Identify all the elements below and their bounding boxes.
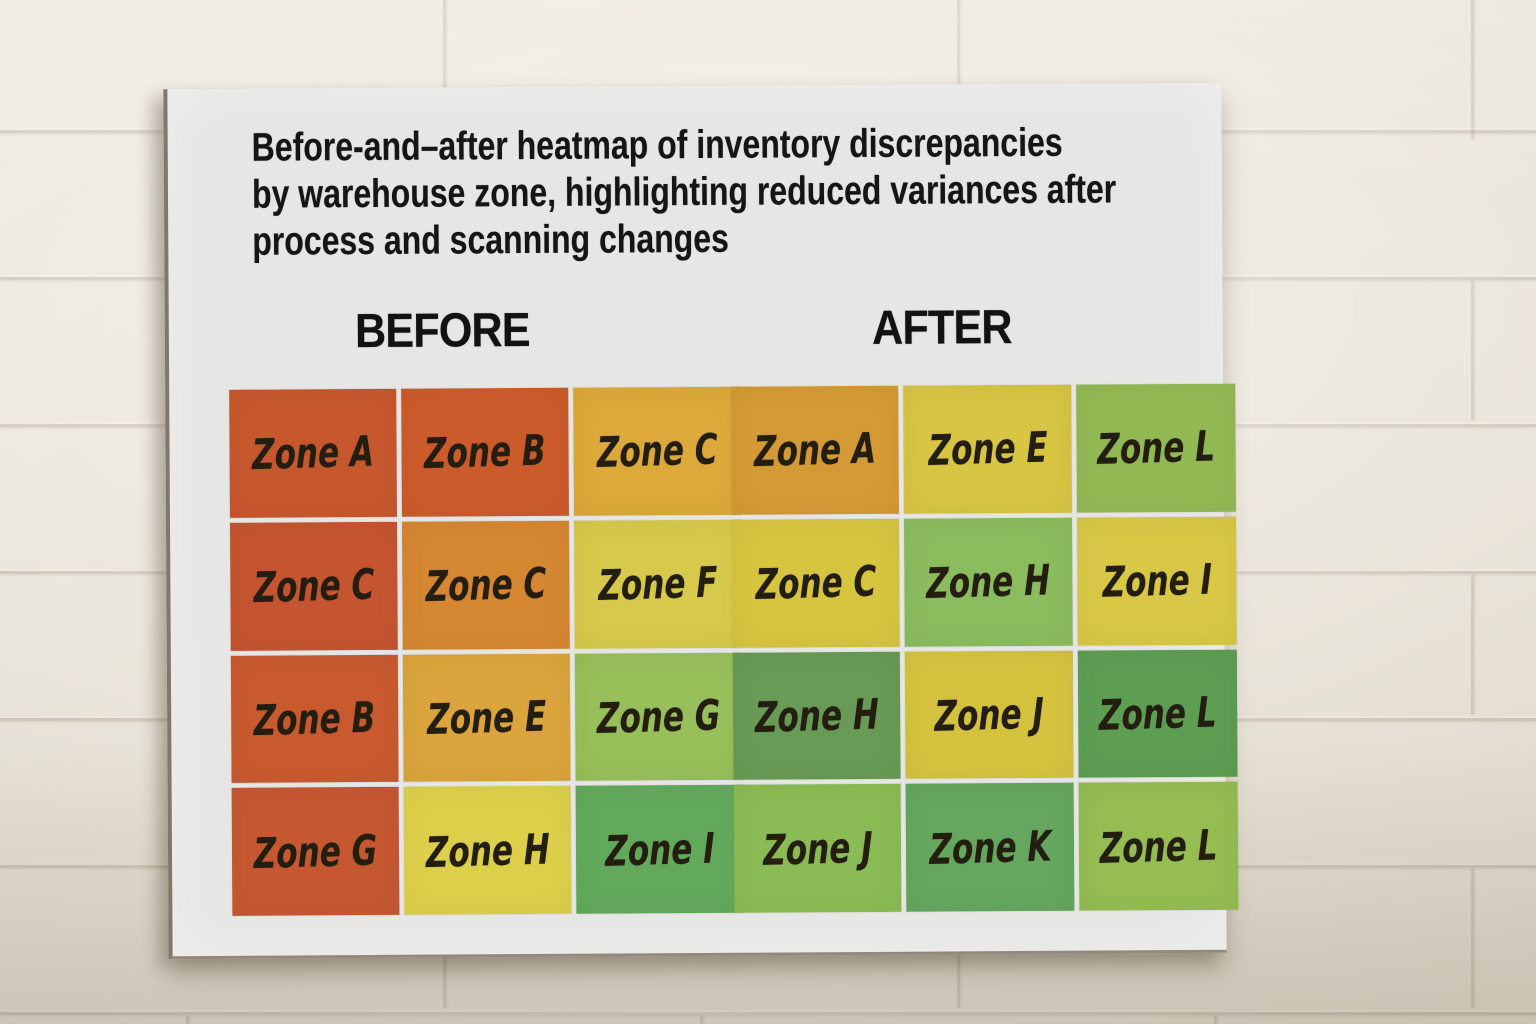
heatmap-cell: Zone C — [573, 386, 742, 516]
zone-label: Zone J — [934, 688, 1045, 741]
after-grid: Zone A Zone E Zone L Zone C Zone H Zone I Zone… — [731, 383, 1239, 913]
heatmap-cell: Zone E — [402, 653, 571, 783]
zone-label: Zone H — [425, 824, 550, 877]
zone-label: Zone C — [596, 424, 719, 478]
before-grid: Zone A Zone B Zone C Zone C Zone C Zone F Zone… — [229, 386, 744, 916]
heatmap-cell: Zone L — [1078, 781, 1239, 911]
zone-label: Zone L — [1096, 421, 1216, 475]
before-section: BEFORE Zone A Zone B Zone C Zone C Zone C Zon… — [227, 86, 744, 956]
mortar-line-vertical — [1214, 1016, 1217, 1024]
heatmap-cell: Zone C — [731, 518, 901, 648]
mortar-line-vertical — [957, 0, 960, 139]
zone-label: Zone C — [755, 556, 877, 610]
heatmap-cell: Zone H — [732, 651, 902, 781]
zone-label: Zone G — [253, 825, 378, 878]
heatmap-cell: Zone A — [229, 388, 397, 518]
mortar-line-vertical — [1471, 575, 1474, 714]
zone-label: Zone G — [596, 690, 722, 743]
heatmap-cell: Zone K — [906, 782, 1075, 912]
zone-label: Zone B — [253, 692, 376, 746]
heatmap-cell: Zone G — [231, 787, 400, 916]
after-section: AFTER Zone A Zone E Zone L Zone C Zone H Zone… — [729, 83, 1239, 953]
zone-label: Zone L — [1099, 820, 1218, 873]
heatmap-cell: Zone H — [403, 786, 572, 915]
zone-label: Zone C — [252, 559, 375, 613]
mortar-line-vertical — [1471, 869, 1474, 1008]
mortar-line-vertical — [186, 1016, 189, 1024]
heatmap-cell: Zone L — [1076, 383, 1236, 513]
mortar-line-vertical — [1471, 0, 1474, 139]
zone-label: Zone A — [251, 426, 375, 480]
heatmap-cell: Zone F — [574, 519, 742, 649]
zone-label: Zone K — [928, 821, 1052, 874]
zone-label: Zone H — [926, 555, 1051, 609]
mortar-line-horizontal — [0, 1012, 1536, 1015]
heatmap-cell: Zone B — [400, 387, 570, 517]
mortar-line-vertical — [1471, 281, 1474, 420]
heatmap-cell: Zone G — [575, 652, 743, 781]
zone-label: Zone F — [598, 557, 719, 611]
zone-label: Zone E — [927, 422, 1048, 476]
zone-label: Zone A — [753, 423, 877, 477]
heatmap-cell: Zone C — [401, 520, 571, 650]
heatmap-cell: Zone B — [230, 654, 399, 784]
heatmap-cell: Zone I — [575, 784, 744, 914]
zone-label: Zone C — [425, 558, 547, 612]
heatmap-cell: Zone H — [904, 517, 1073, 647]
zone-label: Zone I — [604, 823, 715, 876]
zone-label: Zone J — [762, 822, 873, 875]
zone-label: Zone I — [1101, 554, 1213, 607]
mortar-line-vertical — [700, 1016, 703, 1024]
heatmap-cell: Zone J — [905, 650, 1074, 779]
zone-label: Zone H — [754, 689, 880, 742]
mortar-line-vertical — [443, 0, 446, 139]
heatmap-poster: Before-and–after heatmap of inventory di… — [163, 82, 1239, 960]
heatmap-cell: Zone I — [1076, 516, 1237, 646]
zone-label: Zone E — [426, 691, 547, 744]
heatmap-cell: Zone A — [731, 385, 900, 515]
heatmap-cell: Zone E — [903, 384, 1072, 514]
heatmap-cell: Zone C — [230, 521, 398, 651]
before-heading: BEFORE — [354, 304, 530, 359]
heatmap-cell: Zone J — [733, 783, 902, 913]
zone-label: Zone B — [423, 425, 547, 479]
zone-label: Zone L — [1098, 687, 1217, 740]
heatmap-cell: Zone L — [1077, 649, 1238, 778]
after-heading: AFTER — [871, 301, 1012, 355]
